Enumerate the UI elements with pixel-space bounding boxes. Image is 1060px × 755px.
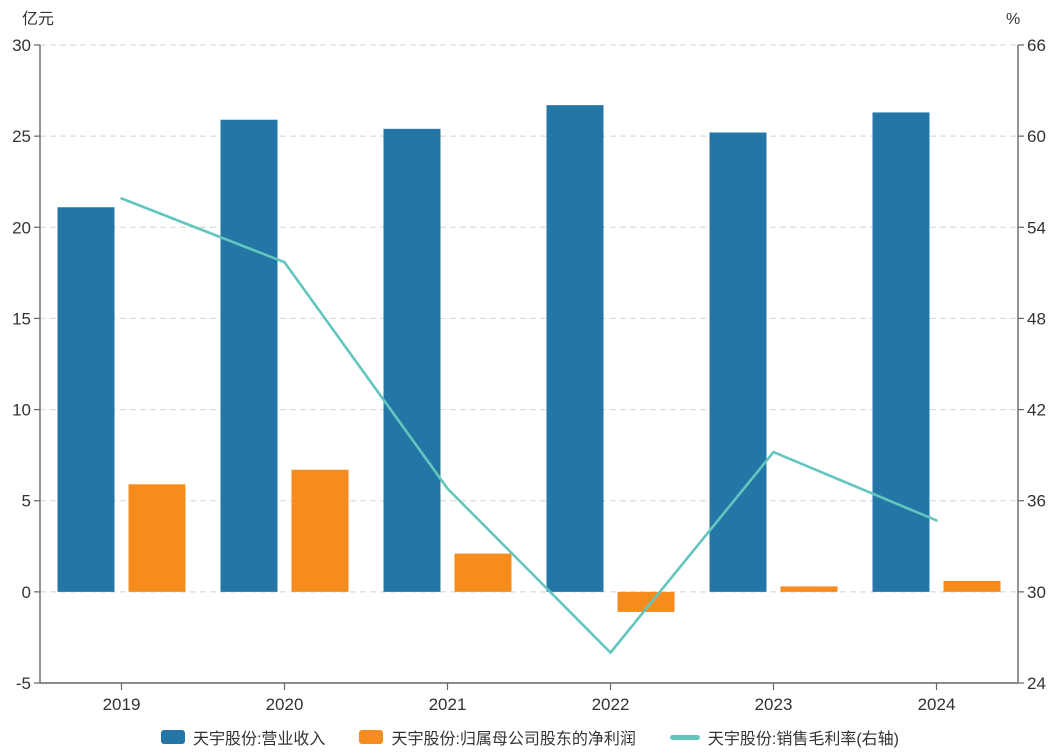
bar-net-profit-2019: [128, 484, 186, 592]
bar-revenue-2019: [57, 207, 115, 592]
gross-margin-line-series: [120, 197, 938, 654]
left-axis-unit-label: 亿元: [22, 10, 54, 28]
bar-revenue-2022: [546, 105, 604, 592]
x-tick-label: 2023: [755, 695, 793, 714]
y-right-tick-label: 48: [1027, 309, 1046, 328]
revenue-swatch-icon: [160, 730, 185, 744]
y-right-tick-label: 30: [1027, 583, 1046, 602]
bar-net-profit-2023: [780, 586, 838, 592]
y-left-tick-label: 30: [12, 36, 31, 55]
bar-revenue-2021: [383, 128, 441, 592]
y-left-tick-label: 25: [12, 127, 31, 146]
y-left-tick-label: 5: [22, 492, 31, 511]
legend-item-revenue[interactable]: 天宇股份:营业收入: [160, 725, 326, 749]
gross-margin-line-swatch-icon: [669, 734, 700, 740]
legend-label-gross-margin: 天宇股份:销售毛利率(右轴): [707, 731, 899, 748]
legend-label-net-profit: 天宇股份:归属母公司股东的净利润: [391, 731, 636, 748]
y-right-tick-label: 60: [1027, 127, 1046, 146]
bar-net-profit-2024: [943, 580, 1001, 592]
x-tick-label: 2020: [266, 695, 304, 714]
bar-net-profit-2021: [454, 553, 512, 592]
bar-revenue-2023: [709, 132, 767, 592]
bar-net-profit-2022: [617, 591, 675, 612]
x-tick-label: 2019: [103, 695, 141, 714]
legend-item-net-profit[interactable]: 天宇股份:归属母公司股东的净利润: [359, 725, 636, 749]
x-tick-label: 2024: [918, 695, 956, 714]
y-right-tick-label: 66: [1027, 36, 1046, 55]
legend-item-gross-margin[interactable]: 天宇股份:销售毛利率(右轴): [669, 725, 899, 749]
legend-label-revenue: 天宇股份:营业收入: [192, 731, 326, 748]
y-right-tick-label: 36: [1027, 492, 1046, 511]
bar-net-profit-2020: [291, 469, 349, 592]
right-axis-unit-label: %: [1006, 11, 1020, 28]
legend: 天宇股份:营业收入 天宇股份:归属母公司股东的净利润 天宇股份:销售毛利率(右轴…: [0, 725, 1060, 749]
x-tick-label: 2022: [592, 695, 630, 714]
y-right-tick-label: 54: [1027, 218, 1046, 237]
y-right-tick-label: 42: [1027, 401, 1046, 420]
x-tick-label: 2021: [429, 695, 467, 714]
y-left-tick-label: 15: [12, 309, 31, 328]
y-left-tick-label: 20: [12, 218, 31, 237]
y-right-tick-label: 24: [1027, 674, 1046, 693]
y-left-tick-label: -5: [16, 674, 31, 693]
net-profit-swatch-icon: [359, 730, 384, 744]
bar-revenue-2024: [872, 112, 930, 592]
y-left-tick-label: 0: [22, 583, 31, 602]
y-left-tick-label: 10: [12, 401, 31, 420]
bar-revenue-2020: [220, 119, 278, 592]
